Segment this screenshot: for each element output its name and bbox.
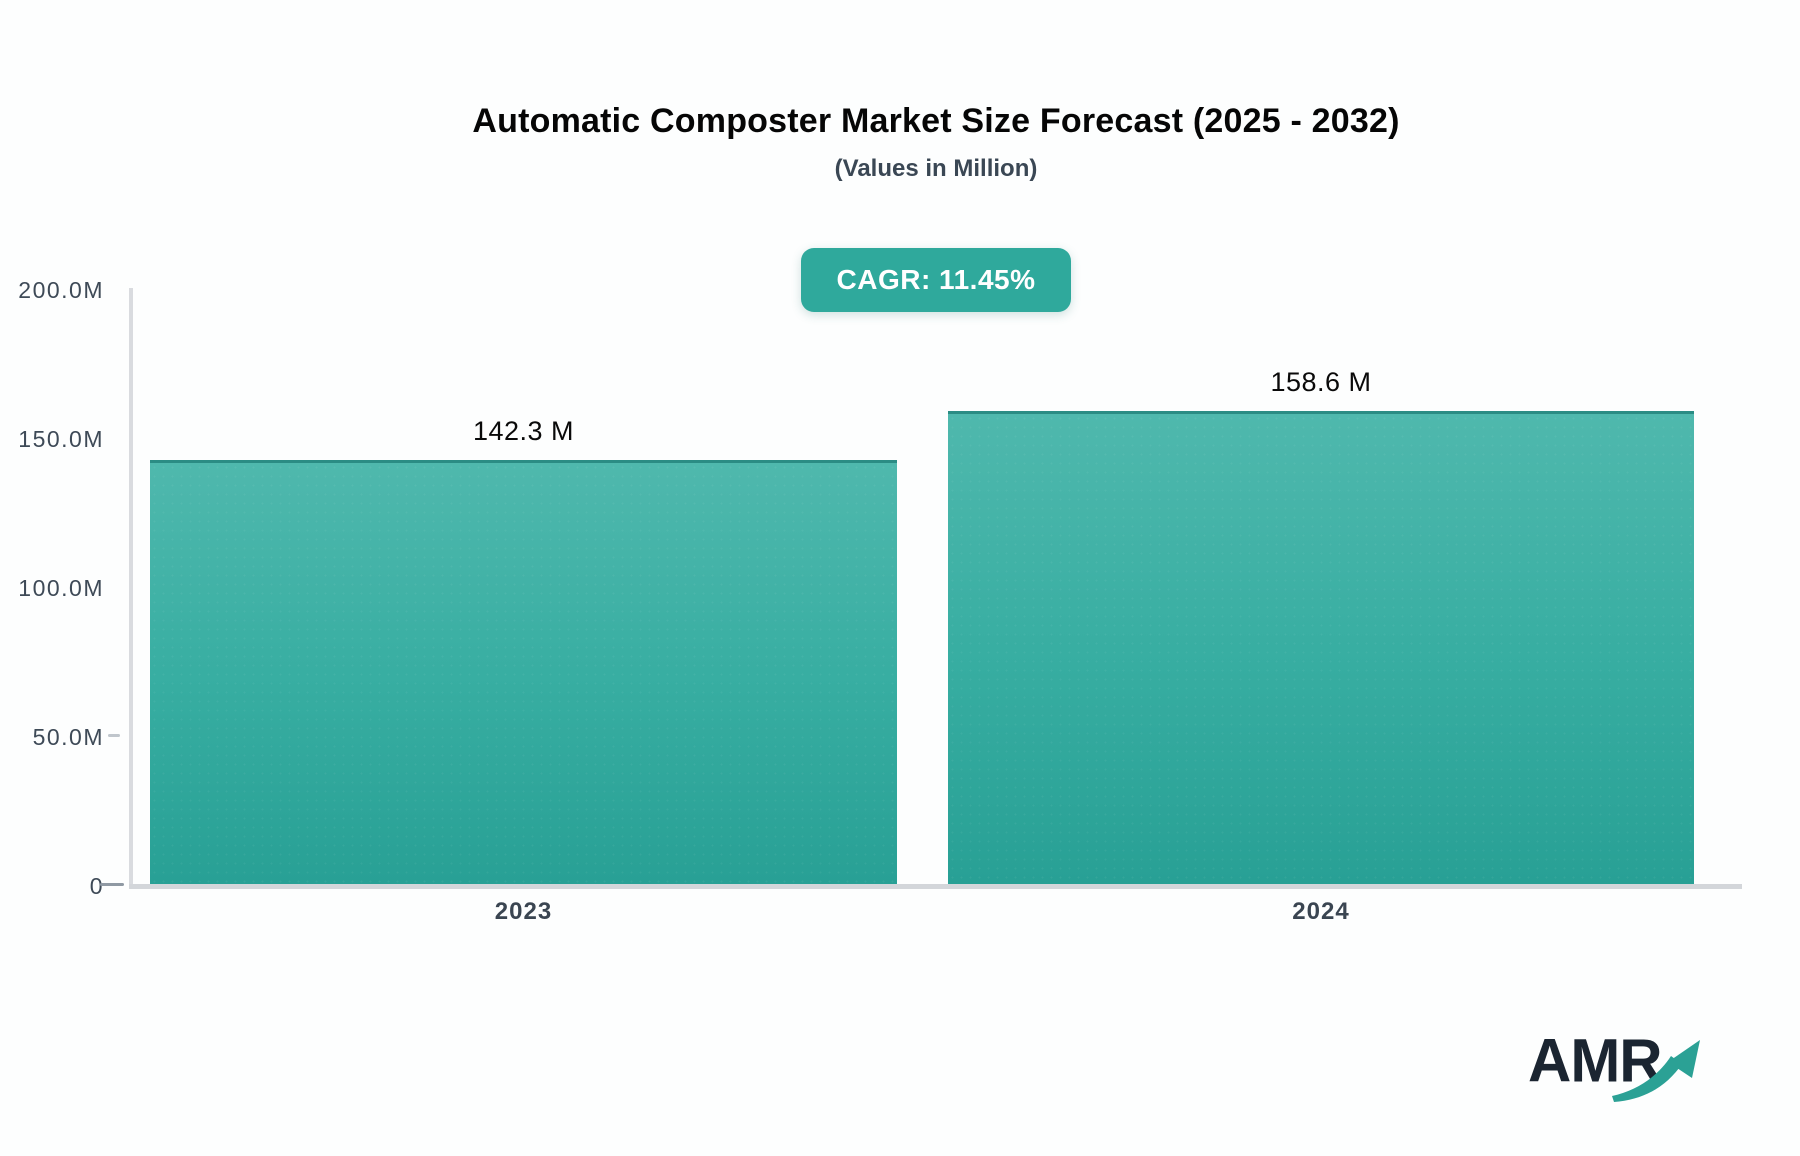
bar-value-label-2024: 158.6 M (1270, 367, 1372, 398)
chart-subtitle: (Values in Million) (834, 155, 1038, 182)
y-tick-label-150.0M: 150.0M (18, 426, 104, 452)
y-tick-label-50.0M: 50.0M (32, 724, 104, 750)
y-tick-dash (100, 883, 124, 886)
amr-logo: AMR (1528, 1026, 1718, 1111)
y-tick-label-200.0M: 200.0M (18, 277, 104, 303)
cagr-badge: CAGR: 11.45% (800, 248, 1072, 312)
x-tick-label-2023: 2023 (494, 898, 553, 925)
x-tick-label-2024: 2024 (1292, 898, 1350, 925)
y-tick-dash (108, 734, 120, 737)
y-tick-label-0: 0 (89, 873, 104, 899)
growth-arrow-icon (1612, 1040, 1700, 1102)
bar-2024 (948, 411, 1694, 884)
y-axis-line (129, 288, 133, 886)
bar-2023 (150, 459, 897, 884)
amr-logo-text: AMR (1528, 1026, 1663, 1095)
x-axis-line (129, 884, 1742, 889)
bar-value-label-2023: 142.3 M (472, 415, 575, 446)
chart-header: Automatic Composter Market Size Forecast… (130, 100, 1742, 312)
chart-title: Automatic Composter Market Size Forecast… (472, 102, 1400, 140)
y-tick-label-100.0M: 100.0M (18, 575, 104, 601)
